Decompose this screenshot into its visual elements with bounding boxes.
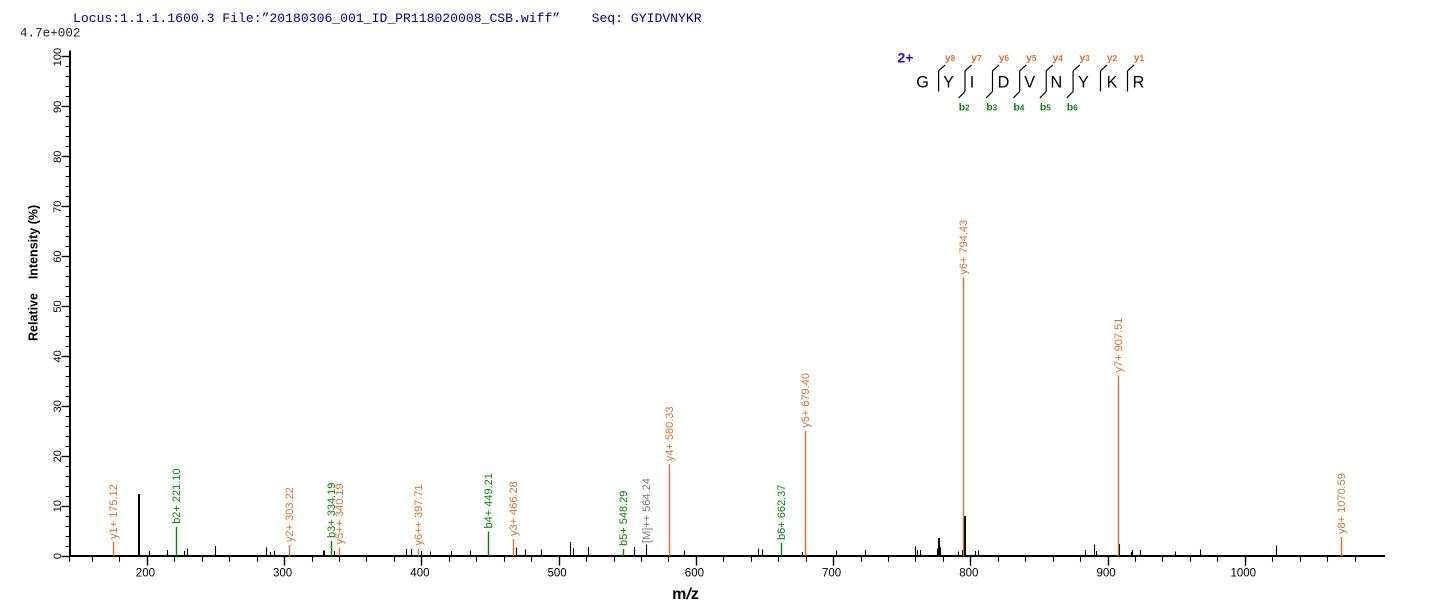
svg-text:b2: b2	[959, 102, 970, 114]
svg-text:Y: Y	[1078, 73, 1089, 91]
svg-text:y1+ 175.12: y1+ 175.12	[108, 484, 120, 539]
svg-text:b2+ 221.10: b2+ 221.10	[171, 468, 183, 523]
svg-text:K: K	[1107, 73, 1118, 91]
svg-text:600: 600	[685, 567, 704, 579]
svg-text:b5+ 548.29: b5+ 548.29	[618, 491, 630, 546]
svg-text:y6: y6	[999, 52, 1010, 64]
svg-text:20: 20	[52, 450, 64, 462]
svg-text:m/z: m/z	[672, 586, 699, 603]
svg-text:y7+ 907.51: y7+ 907.51	[1113, 318, 1125, 373]
svg-text:y7: y7	[971, 52, 982, 64]
svg-text:Y: Y	[943, 73, 954, 91]
svg-text:y4+ 580.33: y4+ 580.33	[664, 406, 676, 461]
svg-text:y6++ 397.71: y6++ 397.71	[413, 484, 425, 545]
svg-text:y3: y3	[1079, 52, 1090, 64]
svg-text:b6+ 662.37: b6+ 662.37	[776, 485, 788, 540]
svg-text:300: 300	[273, 567, 292, 579]
svg-text:40: 40	[52, 350, 64, 362]
svg-text:1000: 1000	[1231, 567, 1257, 579]
svg-text:0: 0	[52, 553, 64, 559]
svg-text:N: N	[1051, 73, 1063, 91]
svg-text:V: V	[1024, 73, 1035, 91]
svg-text:y6+ 794.43: y6+ 794.43	[958, 220, 970, 275]
svg-text:10: 10	[52, 500, 64, 512]
svg-text:y3+ 466.28: y3+ 466.28	[508, 481, 520, 536]
svg-text:90: 90	[52, 101, 64, 113]
svg-text:900: 900	[1097, 567, 1116, 579]
svg-text:y4: y4	[1053, 52, 1064, 64]
svg-text:2+: 2+	[898, 50, 914, 66]
svg-text:400: 400	[410, 567, 429, 579]
svg-text:b3: b3	[986, 102, 997, 114]
svg-text:y5+ 679.40: y5+ 679.40	[800, 373, 812, 428]
svg-text:Relative Intensity (%): Relative Intensity (%)	[27, 205, 41, 341]
svg-text:Locus:1.1.1.1600.3 File:”20180: Locus:1.1.1.1600.3 File:”20180306_001_ID…	[73, 11, 702, 26]
svg-text:60: 60	[52, 250, 64, 262]
svg-text:700: 700	[822, 567, 841, 579]
svg-text:b4+ 449.21: b4+ 449.21	[483, 473, 495, 528]
svg-text:70: 70	[52, 201, 64, 213]
svg-text:R: R	[1133, 73, 1145, 91]
svg-text:D: D	[998, 73, 1010, 91]
svg-text:80: 80	[52, 151, 64, 163]
svg-text:b5: b5	[1040, 102, 1051, 114]
svg-text:y2: y2	[1107, 52, 1118, 64]
svg-text:b4: b4	[1013, 102, 1024, 114]
svg-text:200: 200	[136, 567, 155, 579]
svg-text:50: 50	[52, 300, 64, 312]
svg-text:y2+ 303.22: y2+ 303.22	[284, 487, 296, 542]
svg-text:800: 800	[959, 567, 978, 579]
svg-text:y5: y5	[1026, 52, 1037, 64]
svg-text:y5++ 340.19: y5++ 340.19	[334, 483, 346, 544]
svg-text:b3+ 334.19: b3+ 334.19	[326, 483, 338, 538]
svg-text:4.7e+002: 4.7e+002	[20, 27, 80, 41]
svg-text:30: 30	[52, 400, 64, 412]
svg-text:b6: b6	[1067, 102, 1078, 114]
svg-text:G: G	[916, 73, 929, 91]
svg-text:500: 500	[548, 567, 567, 579]
svg-text:y8: y8	[945, 52, 956, 64]
svg-text:[M]++ 564.24: [M]++ 564.24	[641, 478, 653, 543]
svg-text:y8+ 1070.59: y8+ 1070.59	[1336, 473, 1348, 534]
svg-text:I: I	[970, 73, 975, 91]
svg-text:100: 100	[52, 48, 64, 66]
svg-text:y1: y1	[1134, 52, 1145, 64]
